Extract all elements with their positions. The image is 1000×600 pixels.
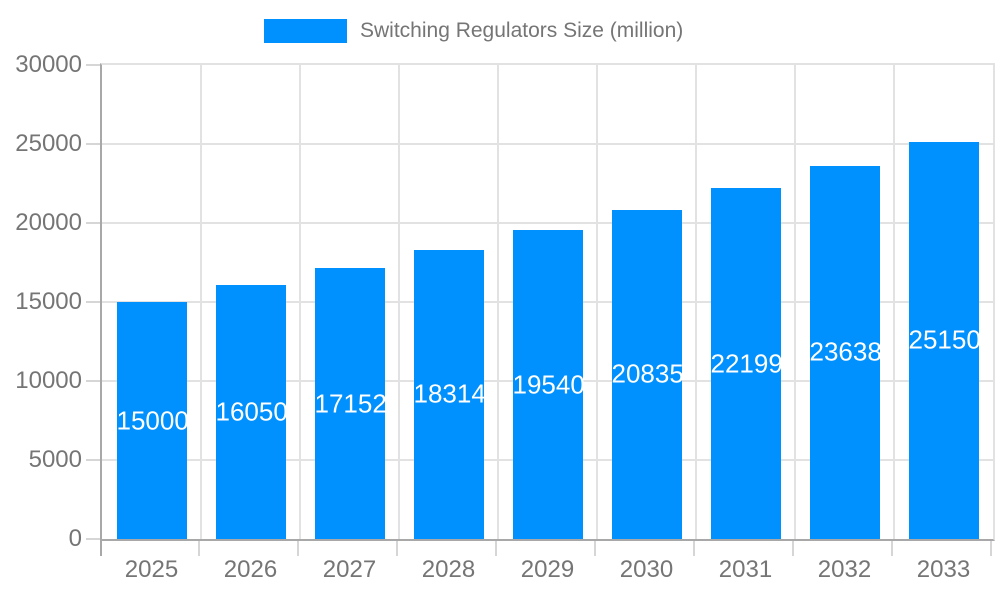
x-tick-mark-2 [297, 541, 299, 556]
x-tick-label-2025: 2025 [124, 556, 179, 583]
gridline-x-4 [497, 65, 499, 539]
bar-value-label-2032: 23638 [809, 336, 882, 367]
x-tick-label-2033: 2033 [916, 556, 971, 583]
bar-value-label-2026: 16050 [215, 396, 288, 427]
x-tick-mark-8 [891, 541, 893, 556]
chart-legend: Switching Regulators Size (million) [264, 19, 683, 43]
y-tick-label-5000: 5000 [28, 446, 82, 473]
x-tick-mark-1 [198, 541, 200, 556]
x-tick-label-2026: 2026 [223, 556, 278, 583]
legend-label: Switching Regulators Size (million) [360, 19, 684, 42]
y-tick-label-30000: 30000 [15, 51, 82, 78]
x-tick-label-2031: 2031 [718, 556, 773, 583]
bar-2030: 20835 [611, 209, 684, 539]
x-tick-mark-7 [792, 541, 794, 556]
y-tick-mark-15000 [86, 301, 100, 303]
x-tick-mark-6 [693, 541, 695, 556]
y-tick-mark-10000 [86, 380, 100, 382]
bar-value-label-2029: 19540 [512, 369, 585, 400]
legend-swatch [264, 19, 347, 43]
bar-value-label-2027: 17152 [314, 388, 387, 418]
gridline-x-7 [794, 65, 796, 539]
bar-2028: 18314 [413, 249, 486, 539]
y-tick-label-15000: 15000 [15, 288, 82, 315]
y-tick-mark-5000 [86, 459, 100, 461]
x-tick-mark-9 [990, 541, 992, 556]
bar-2033: 25150 [908, 141, 981, 539]
gridline-y-25000 [102, 143, 993, 145]
y-tick-label-0: 0 [68, 525, 82, 552]
bar-2031: 22199 [710, 188, 783, 539]
bar-value-label-2031: 22199 [710, 348, 783, 379]
gridline-x-3 [398, 65, 400, 539]
bar-2032: 23638 [809, 165, 882, 539]
gridline-x-1 [200, 65, 202, 539]
bar-2025: 15000 [116, 302, 189, 539]
y-tick-mark-30000 [86, 64, 100, 66]
x-tick-label-2027: 2027 [322, 556, 377, 583]
y-tick-label-25000: 25000 [15, 130, 82, 157]
y-tick-mark-0 [86, 538, 100, 540]
bar-2027: 17152 [314, 268, 387, 539]
gridline-y-20000 [102, 222, 993, 224]
gridline-x-8 [893, 65, 895, 539]
x-tick-label-2029: 2029 [520, 556, 575, 583]
x-tick-label-2030: 2030 [619, 556, 674, 583]
y-tick-mark-20000 [86, 222, 100, 224]
plot-area: 15000 16050 17152 18314 19540 20835 22199 23638… [100, 63, 995, 541]
y-tick-label-20000: 20000 [15, 209, 82, 236]
x-tick-mark-4 [495, 541, 497, 556]
bar-value-label-2030: 20835 [611, 358, 684, 389]
gridline-x-5 [596, 65, 598, 539]
gridline-x-6 [695, 65, 697, 539]
x-tick-mark-0 [100, 541, 102, 556]
bar-value-label-2028: 18314 [413, 378, 486, 409]
bar-value-label-2025: 15000 [116, 405, 189, 435]
x-tick-mark-3 [396, 541, 398, 556]
gridline-x-2 [299, 65, 301, 539]
y-tick-label-10000: 10000 [15, 367, 82, 394]
x-tick-label-2028: 2028 [421, 556, 476, 583]
x-tick-label-2032: 2032 [817, 556, 872, 583]
bar-2029: 19540 [512, 230, 585, 539]
bar-2026: 16050 [215, 285, 288, 539]
x-tick-mark-5 [594, 541, 596, 556]
bar-value-label-2033: 25150 [908, 324, 981, 355]
y-tick-mark-25000 [86, 143, 100, 145]
